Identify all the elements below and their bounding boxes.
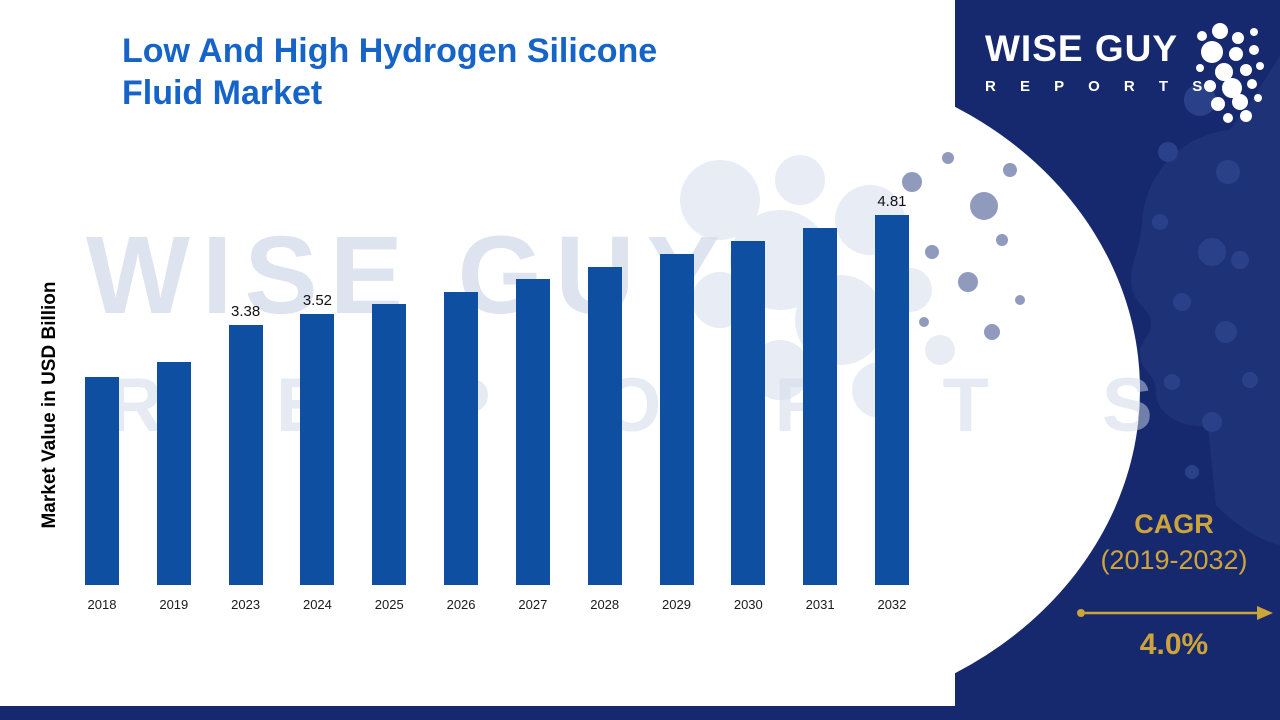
bottom-accent-bar — [0, 706, 1280, 720]
bar-column: 2031 — [798, 148, 842, 613]
x-axis-label: 2032 — [877, 597, 907, 612]
bar — [515, 279, 550, 585]
bar — [156, 362, 191, 585]
brand-subtitle: R E P O R T S — [985, 78, 1213, 95]
bar-column: 3.52 2024 — [295, 148, 339, 613]
bar-column: 2026 — [439, 148, 483, 613]
bar — [874, 215, 909, 585]
x-axis-label: 2027 — [518, 597, 548, 612]
bar — [731, 241, 766, 585]
cagr-value: 4.0% — [1139, 628, 1209, 661]
bar — [659, 254, 694, 585]
x-axis-label: 2030 — [733, 597, 763, 612]
bar — [85, 377, 119, 585]
x-axis-label: 2028 — [590, 597, 620, 612]
x-axis-label: 2018 — [87, 597, 117, 612]
page-title-line1: Low And High Hydrogen Silicone — [122, 32, 658, 70]
bar-column: 3.38 2023 — [224, 148, 268, 613]
bar-column: 2025 — [367, 148, 411, 613]
brand-logo: WISE GUY R E P O R T S — [985, 28, 1212, 95]
bar — [444, 292, 479, 585]
y-axis-label: Market Value in USD Billion — [39, 281, 60, 529]
cagr-block: CAGR (2019-2032) — [1072, 506, 1276, 578]
bar-value-label: 3.52 — [302, 292, 333, 309]
bar-column: 2027 — [511, 148, 555, 613]
bar — [300, 314, 335, 585]
page-title: Low And High Hydrogen Silicone Fluid Mar… — [122, 30, 657, 114]
bar-column: 2030 — [726, 148, 770, 613]
bar — [372, 304, 407, 585]
bar — [803, 228, 838, 585]
bar-column: 2018 — [80, 148, 124, 613]
bar-chart: 2018 2019 3.38 2023 3.52 2024 2025 2026 2027 2028… — [80, 148, 914, 613]
bar-value-label: 3.38 — [231, 303, 261, 320]
x-axis-label: 2019 — [159, 597, 189, 612]
bar — [587, 267, 622, 585]
cagr-trend-arrow — [1077, 606, 1273, 620]
bar — [228, 325, 263, 585]
bar-value-label: 4.81 — [877, 193, 907, 210]
bar-column: 4.81 2032 — [870, 148, 914, 613]
x-axis-label: 2023 — [231, 597, 261, 612]
face-profile-graphic — [902, 55, 1280, 545]
brand-face-icon — [1196, 23, 1264, 123]
x-axis-label: 2031 — [805, 597, 835, 612]
x-axis-label: 2026 — [446, 597, 476, 612]
bar-column: 2028 — [583, 148, 627, 613]
x-axis-label: 2024 — [302, 597, 332, 612]
cagr-range: (2019-2032) — [1100, 545, 1248, 575]
x-axis-label: 2029 — [662, 597, 691, 612]
bar-column: 2019 — [152, 148, 196, 613]
x-axis-label: 2025 — [374, 597, 404, 612]
brand-name: WISE GUY — [985, 28, 1179, 69]
bar-column: 2029 — [655, 148, 699, 613]
page-title-line2: Fluid Market — [122, 74, 323, 112]
cagr-label: CAGR — [1134, 509, 1214, 539]
